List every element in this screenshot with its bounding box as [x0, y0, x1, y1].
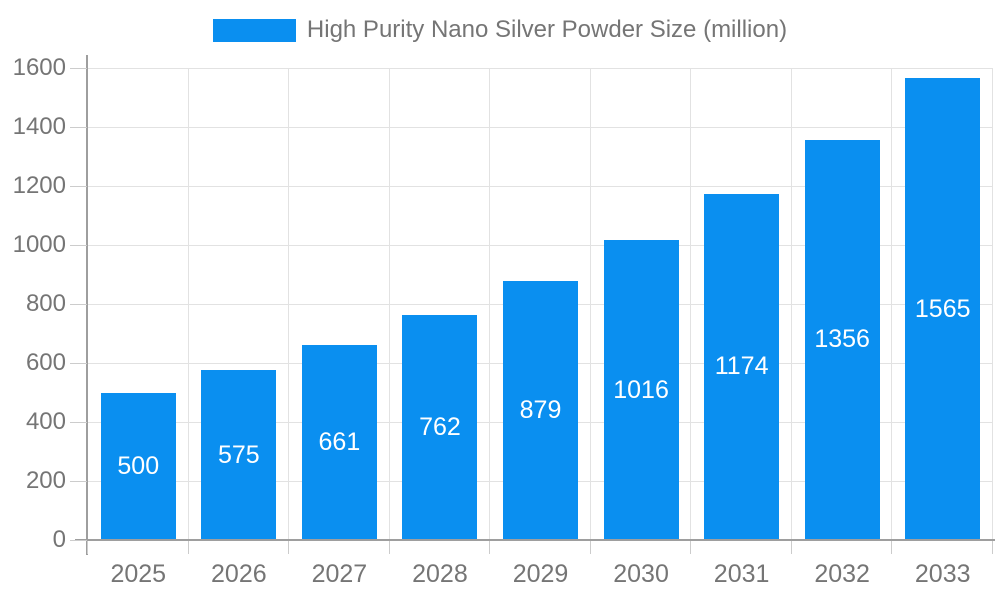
y-tick [70, 540, 87, 541]
y-tick [70, 304, 87, 305]
v-gridline [690, 68, 691, 540]
legend-swatch-icon [212, 18, 296, 42]
bar[interactable]: 1016 [603, 240, 679, 540]
x-tick [489, 541, 490, 554]
x-axis-line [75, 539, 995, 541]
v-gridline [288, 68, 289, 540]
bar-value-label: 1016 [613, 375, 669, 404]
x-tick [87, 541, 88, 554]
y-tick-label: 200 [25, 467, 66, 494]
bar[interactable]: 575 [201, 370, 277, 540]
bar-value-label: 661 [318, 428, 361, 456]
y-tick-label: 400 [25, 408, 66, 435]
x-tick [288, 541, 289, 554]
x-tick-label: 2025 [110, 560, 167, 588]
y-tick [70, 422, 87, 423]
x-tick [690, 541, 691, 554]
bar[interactable]: 500 [100, 392, 176, 540]
x-tick-label: 2028 [412, 560, 468, 588]
v-gridline [791, 68, 792, 540]
x-tick [791, 541, 792, 554]
y-tick [70, 245, 87, 246]
bar-value-label: 1356 [814, 325, 870, 354]
y-tick-label: 0 [52, 526, 66, 553]
x-tick-label: 2031 [713, 560, 770, 588]
y-tick [70, 127, 87, 128]
bar-value-label: 762 [419, 413, 461, 442]
v-gridline [992, 68, 993, 540]
v-gridline [389, 68, 390, 540]
y-tick-label: 1600 [12, 54, 66, 81]
y-tick-label: 800 [25, 290, 66, 317]
x-tick-label: 2033 [914, 560, 971, 588]
v-gridline [590, 68, 591, 540]
x-tick [992, 541, 993, 554]
bar[interactable]: 1565 [905, 78, 981, 540]
bar-value-label: 879 [519, 395, 562, 424]
x-tick [188, 541, 189, 554]
x-tick-label: 2029 [512, 560, 569, 588]
x-tick [891, 541, 892, 554]
v-gridline [891, 68, 892, 540]
h-gridline [88, 245, 993, 246]
x-tick [590, 541, 591, 554]
bar[interactable]: 661 [301, 345, 377, 540]
v-gridline [188, 68, 189, 540]
bar[interactable]: 762 [402, 315, 478, 540]
x-tick-label: 2026 [211, 560, 267, 588]
y-tick [70, 68, 87, 69]
bar[interactable]: 1356 [804, 139, 880, 540]
y-tick [70, 186, 87, 187]
x-tick-label: 2030 [613, 560, 669, 588]
bar-value-label: 575 [217, 440, 260, 469]
bar-value-label: 1565 [914, 294, 971, 323]
h-gridline [88, 127, 993, 128]
x-tick-label: 2032 [814, 560, 870, 588]
h-gridline [88, 186, 993, 187]
y-tick-label: 1400 [12, 113, 66, 140]
y-tick-label: 1200 [12, 172, 66, 199]
bar-value-label: 1174 [714, 352, 769, 381]
chart-legend[interactable]: High Purity Nano Silver Powder Size (mil… [0, 17, 1000, 43]
y-tick-label: 600 [25, 349, 66, 376]
y-tick [70, 363, 87, 364]
plot-area: 500 575 661 762 879 1016 1174 1356 1565 [88, 68, 993, 540]
bar[interactable]: 879 [503, 280, 578, 540]
bar-value-label: 500 [117, 451, 160, 480]
y-tick-label: 1000 [12, 231, 66, 258]
h-gridline [88, 68, 993, 69]
x-tick-label: 2027 [311, 560, 368, 588]
y-tick [70, 481, 87, 482]
v-gridline [489, 68, 490, 540]
y-axis-line [86, 55, 88, 555]
x-tick [389, 541, 390, 554]
bar[interactable]: 1174 [704, 193, 780, 540]
legend-label: High Purity Nano Silver Powder Size (mil… [306, 16, 788, 43]
